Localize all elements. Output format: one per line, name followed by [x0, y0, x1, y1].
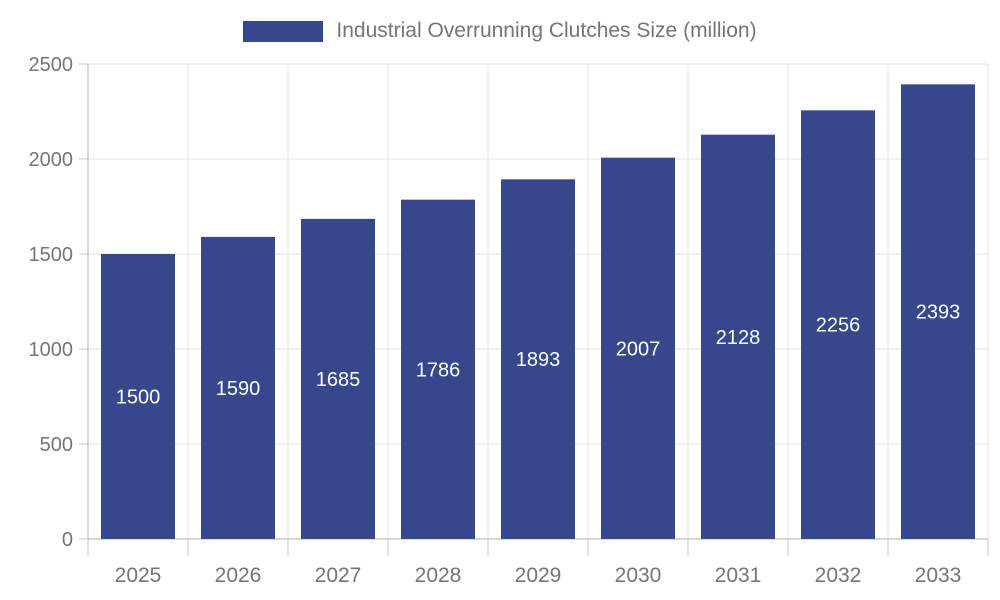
- x-axis-label: 2027: [315, 564, 362, 587]
- x-axis-label: 2032: [815, 564, 862, 587]
- bar-value-label: 1500: [116, 387, 161, 409]
- bar-value-label: 1590: [216, 378, 261, 400]
- bar-2026[interactable]: [201, 236, 275, 539]
- bar-2032[interactable]: [801, 110, 875, 540]
- y-axis-label: 2000: [29, 149, 74, 171]
- bar-2029[interactable]: [501, 179, 575, 539]
- bar-value-label: 1893: [516, 349, 561, 371]
- bar-2025[interactable]: [101, 254, 175, 539]
- y-axis-label: 500: [40, 434, 73, 456]
- y-axis-label: 0: [62, 529, 73, 551]
- x-axis-label: 2026: [215, 564, 262, 587]
- bar-value-label: 1685: [316, 369, 361, 391]
- bar-value-label: 2007: [616, 338, 661, 360]
- legend-label: Industrial Overrunning Clutches Size (mi…: [336, 19, 757, 42]
- x-axis-label: 2025: [115, 564, 162, 587]
- y-axis-label: 2500: [29, 54, 74, 76]
- bar-2028[interactable]: [401, 199, 475, 539]
- x-axis-label: 2031: [715, 564, 762, 587]
- y-axis-label: 1000: [29, 339, 74, 361]
- x-axis-label: 2029: [515, 564, 562, 587]
- bar-value-label: 1786: [416, 359, 461, 381]
- bar-value-label: 2128: [716, 327, 761, 349]
- bar-value-label: 2393: [916, 302, 961, 324]
- legend-item[interactable]: Industrial Overrunning Clutches Size (mi…: [0, 19, 1000, 43]
- y-axis-label: 1500: [29, 244, 74, 266]
- x-axis-label: 2033: [915, 564, 962, 587]
- bar-2033[interactable]: [901, 84, 975, 539]
- bar-2031[interactable]: [701, 134, 775, 539]
- bar-2027[interactable]: [301, 218, 375, 539]
- x-axis-label: 2030: [615, 564, 662, 587]
- bar-value-label: 2256: [816, 315, 861, 337]
- bar-2030[interactable]: [601, 157, 675, 540]
- legend-swatch: [243, 20, 324, 42]
- x-axis-label: 2028: [415, 564, 462, 587]
